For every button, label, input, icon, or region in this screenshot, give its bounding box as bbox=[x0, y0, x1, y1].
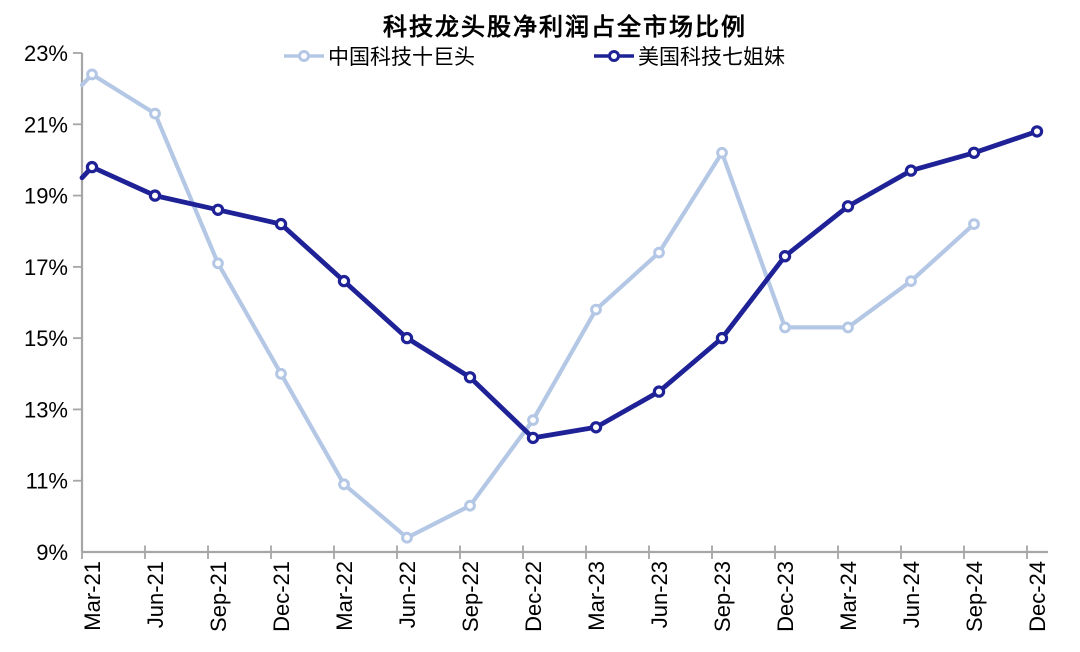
x-tick-label: Dec-23 bbox=[773, 561, 798, 632]
series-line bbox=[79, 72, 977, 540]
chart-title: 科技龙头股净利润占全市场比例 bbox=[383, 14, 747, 41]
data-point bbox=[842, 321, 854, 334]
data-point bbox=[715, 331, 729, 345]
y-tick-label: 13% bbox=[24, 397, 68, 422]
data-point bbox=[337, 274, 351, 288]
y-tick-label: 23% bbox=[24, 41, 68, 66]
x-tick-label: Jun-23 bbox=[647, 561, 672, 628]
x-tick-label: Dec-21 bbox=[269, 561, 294, 632]
x-tick-label: Sep-24 bbox=[962, 561, 987, 632]
data-point bbox=[841, 200, 855, 213]
y-tick-label: 15% bbox=[24, 326, 68, 351]
data-point bbox=[527, 414, 539, 427]
data-point bbox=[463, 371, 477, 384]
data-point bbox=[401, 531, 413, 544]
data-point bbox=[85, 160, 99, 174]
data-point bbox=[338, 478, 350, 491]
line-marker-icon bbox=[594, 50, 634, 62]
data-point bbox=[274, 217, 288, 231]
x-tick-label: Dec-24 bbox=[1025, 561, 1050, 632]
data-point bbox=[779, 321, 791, 334]
legend-item-china: 中国科技十巨头 bbox=[283, 41, 475, 71]
legend-label-us: 美国科技七姐妹 bbox=[638, 46, 785, 69]
y-tick-label: 21% bbox=[24, 112, 68, 137]
x-tick-label: Jun-24 bbox=[899, 561, 924, 628]
data-point bbox=[526, 431, 540, 445]
data-point bbox=[211, 203, 225, 216]
y-tick-label: 9% bbox=[36, 540, 68, 565]
line-marker-icon bbox=[284, 50, 324, 62]
data-point bbox=[400, 331, 414, 345]
data-point bbox=[590, 303, 602, 316]
data-point bbox=[716, 146, 728, 159]
x-tick-label: Mar-22 bbox=[332, 561, 357, 631]
data-point bbox=[967, 146, 981, 159]
data-point bbox=[212, 257, 224, 270]
data-point bbox=[275, 367, 287, 380]
x-tick-label: Sep-23 bbox=[710, 561, 735, 632]
axes: 9% 11% 13% 15% 17% 19% 21% 23% Mar-21 Jun-21 Sep-2… bbox=[24, 41, 1050, 632]
data-point bbox=[148, 189, 162, 202]
data-point bbox=[778, 250, 792, 263]
data-point bbox=[905, 275, 917, 288]
x-tick-label: Mar-24 bbox=[836, 561, 861, 631]
x-tick-label: Jun-21 bbox=[143, 561, 168, 628]
data-point bbox=[904, 164, 918, 177]
data-point bbox=[86, 68, 98, 81]
x-tick-label: Mar-21 bbox=[80, 561, 105, 631]
series-line bbox=[79, 129, 1040, 441]
data-point bbox=[653, 246, 665, 259]
data-point bbox=[652, 385, 666, 398]
x-tick-label: Jun-22 bbox=[395, 561, 420, 628]
x-tick-label: Mar-23 bbox=[584, 561, 609, 631]
data-point bbox=[1030, 125, 1044, 138]
data-point bbox=[464, 499, 476, 512]
y-tick-label: 17% bbox=[24, 255, 68, 280]
data-point bbox=[149, 107, 161, 120]
series-us bbox=[79, 125, 1044, 445]
data-point bbox=[968, 218, 980, 231]
data-point bbox=[589, 421, 603, 434]
series-china bbox=[79, 68, 980, 544]
x-tick-label: Sep-21 bbox=[206, 561, 231, 632]
legend-item-us: 美国科技七姐妹 bbox=[593, 41, 785, 71]
x-tick-label: Dec-22 bbox=[521, 561, 546, 632]
y-tick-label: 11% bbox=[26, 469, 68, 494]
y-tick-label: 19% bbox=[24, 184, 68, 209]
x-tick-label: Sep-22 bbox=[458, 561, 483, 632]
legend-label-china: 中国科技十巨头 bbox=[328, 46, 475, 69]
